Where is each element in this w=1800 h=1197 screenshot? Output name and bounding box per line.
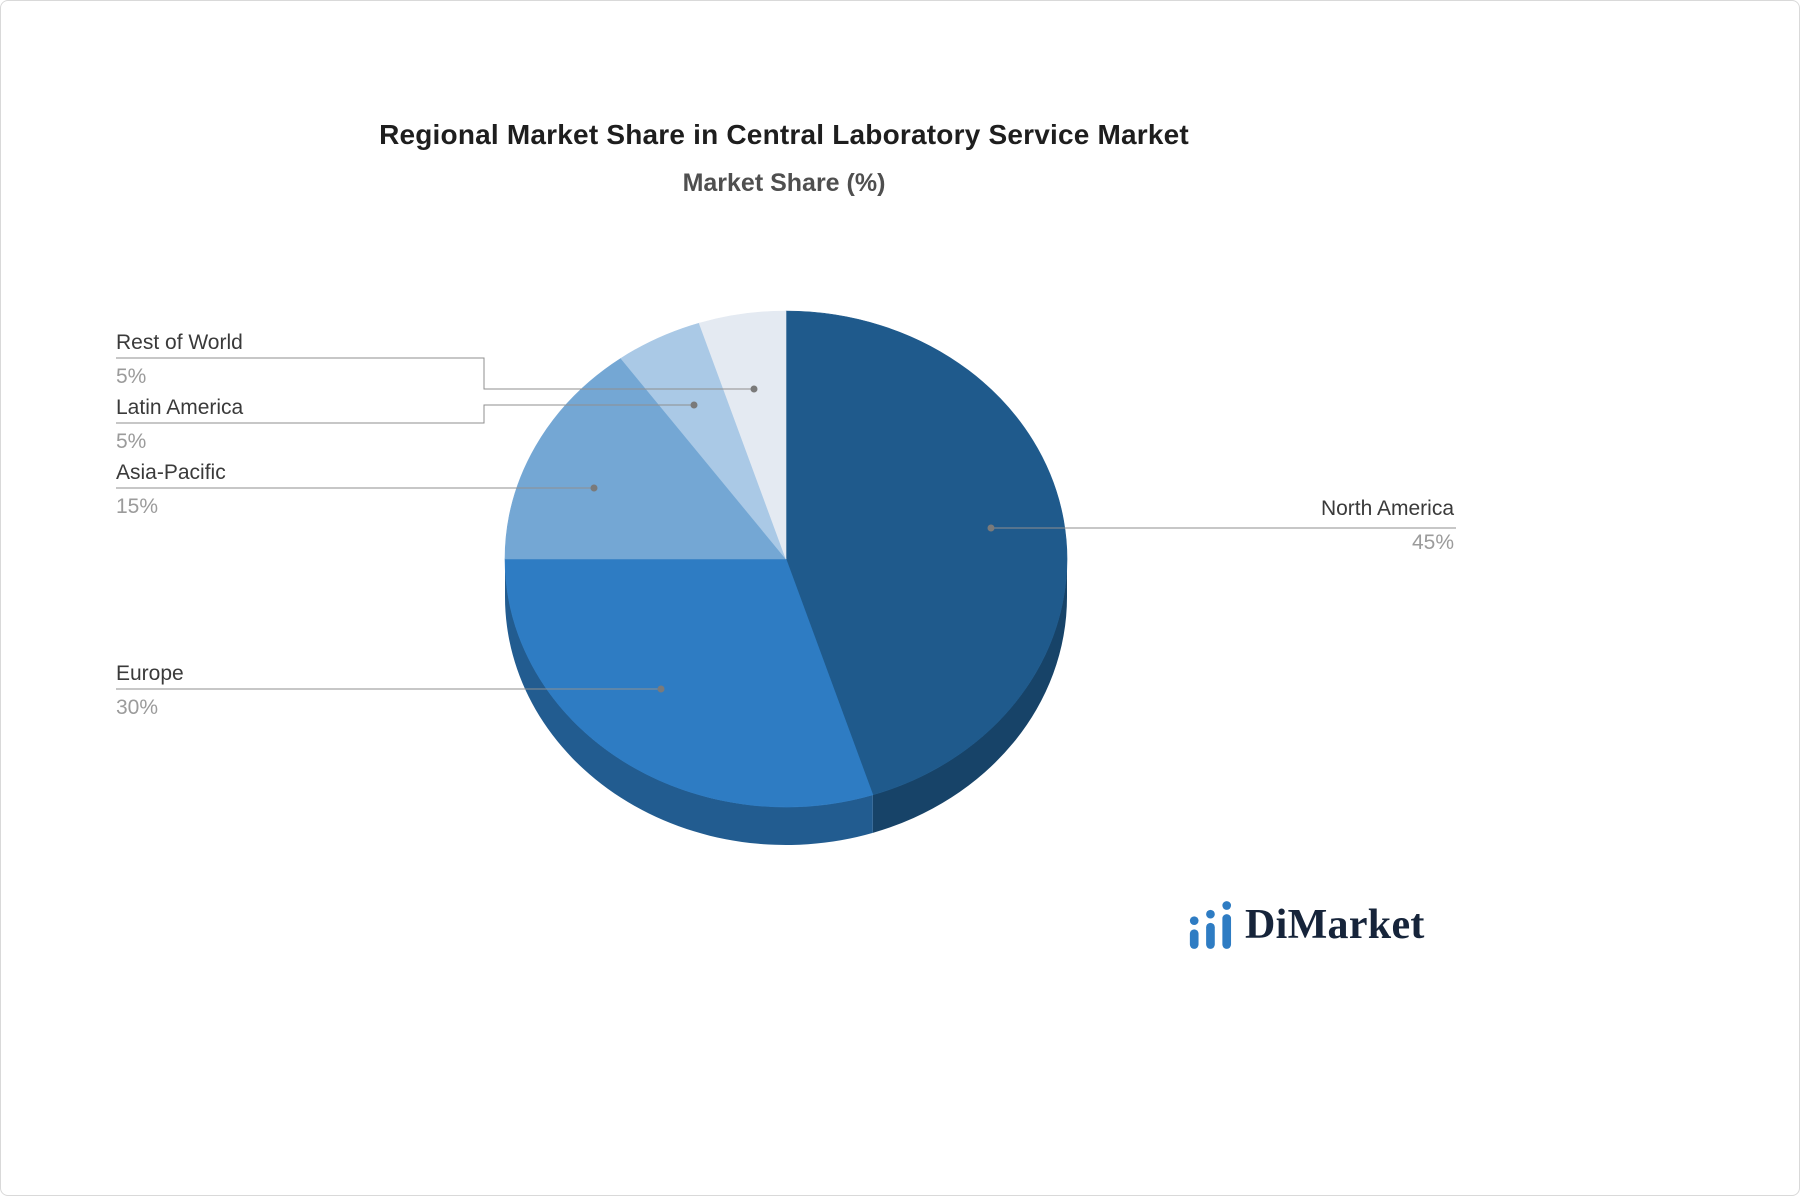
slice-label-value: 15% <box>116 495 159 518</box>
pie-slice-asia-pacific <box>504 357 787 560</box>
slice-label-value: 30% <box>116 696 159 719</box>
chart-header: Regional Market Share in Central Laborat… <box>1 1 1567 198</box>
slice-label-europe: Europe 30% <box>116 661 184 721</box>
slice-label-asia-pacific: Asia-Pacific 15% <box>116 460 226 520</box>
brand-name: DiMarket <box>1245 902 1425 948</box>
slice-label-name: Latin America <box>116 396 244 419</box>
slice-label-latin-america: Latin America 5% <box>116 395 243 455</box>
slice-label-name: Rest of World <box>116 331 243 354</box>
pie-slice-north-america <box>785 310 1068 796</box>
leader-dot-europe <box>657 685 665 693</box>
pie-slice-europe <box>504 558 874 808</box>
leader-line-rest-of-world <box>116 357 754 390</box>
chart-title: Regional Market Share in Central Laborat… <box>379 119 1189 150</box>
pie-slice-side-europe <box>504 559 873 845</box>
slice-label-value: 5% <box>116 430 147 453</box>
slice-label-value: 5% <box>116 365 147 388</box>
slice-label-name: North America <box>1320 497 1454 520</box>
leader-dot-latin-america <box>690 401 698 409</box>
leader-line-latin-america <box>116 404 694 424</box>
chart-subtitle: Market Share (%) <box>682 169 886 197</box>
slice-label-name: Asia-Pacific <box>116 461 226 484</box>
pie-slice-rest-of-world <box>698 310 787 560</box>
leader-dot-asia-pacific <box>590 484 598 492</box>
slice-label-value: 45% <box>1411 531 1454 554</box>
bar-chart-logo-icon <box>1189 901 1232 949</box>
pie-slice-side-north-america <box>872 559 1067 833</box>
leader-dot-north-america <box>987 524 995 532</box>
leader-dot-rest-of-world <box>750 385 758 393</box>
brand-logo: DiMarket <box>1189 899 1425 951</box>
slice-label-rest-of-world: Rest of World 5% <box>116 330 243 390</box>
slice-label-name: Europe <box>116 662 184 685</box>
slice-label-north-america: North America 45% <box>1321 496 1454 556</box>
